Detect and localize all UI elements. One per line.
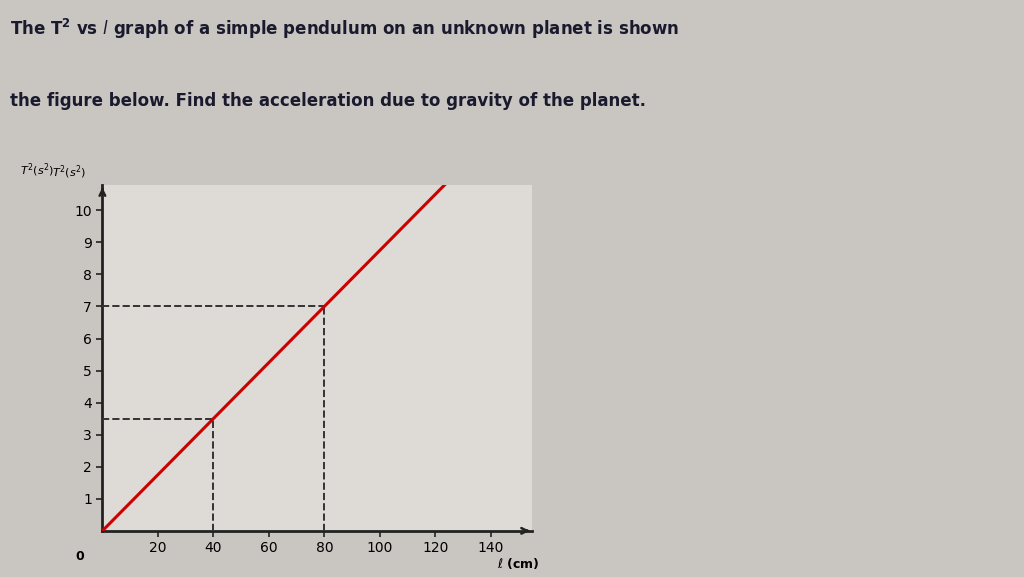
Text: The $\mathbf{T^2}$ vs $\mathbf{\mathit{l}}$ graph of a simple pendulum on an unk: The $\mathbf{T^2}$ vs $\mathbf{\mathit{l… [10, 17, 680, 42]
Text: $T^2(s^2)$: $T^2(s^2)$ [52, 164, 87, 181]
Text: $\ell$ (cm): $\ell$ (cm) [498, 556, 540, 571]
Text: 0: 0 [76, 550, 85, 563]
Text: $T^2(s^2)$: $T^2(s^2)$ [20, 162, 54, 179]
Text: the figure below. Find the acceleration due to gravity of the planet.: the figure below. Find the acceleration … [10, 92, 646, 110]
